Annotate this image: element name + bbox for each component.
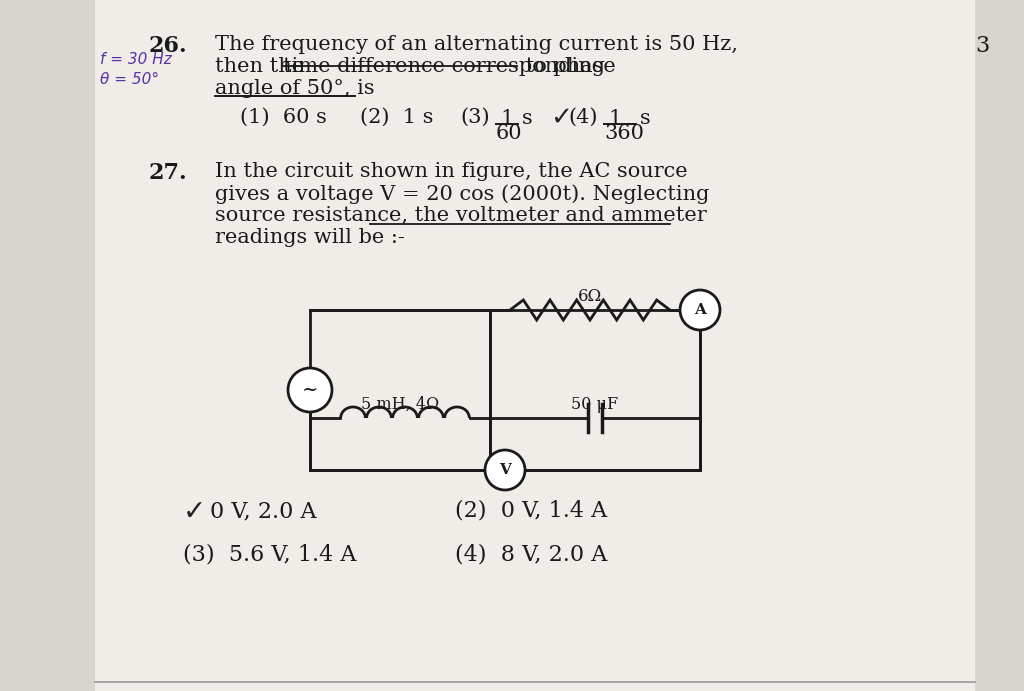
Text: (2)  0 V, 1.4 A: (2) 0 V, 1.4 A [455, 500, 607, 522]
Text: V: V [499, 463, 511, 477]
Text: 360: 360 [604, 124, 644, 143]
Text: 5 mH, 4Ω: 5 mH, 4Ω [360, 396, 439, 413]
Text: 6Ω: 6Ω [578, 288, 602, 305]
Text: (1)  60 s: (1) 60 s [240, 108, 327, 127]
Text: gives a voltage V = 20 cos (2000t). Neglecting: gives a voltage V = 20 cos (2000t). Negl… [215, 184, 710, 204]
Circle shape [288, 368, 332, 412]
Text: θ = 50°: θ = 50° [100, 72, 159, 87]
Text: 1: 1 [608, 109, 622, 128]
Text: s: s [522, 109, 532, 128]
Text: 26.: 26. [148, 35, 186, 57]
Text: readings will be :-: readings will be :- [215, 228, 404, 247]
Text: ✓: ✓ [183, 498, 206, 526]
Bar [95, 0, 975, 691]
Text: ✓: ✓ [550, 105, 572, 131]
Text: (4): (4) [568, 108, 597, 127]
Text: 0 V, 2.0 A: 0 V, 2.0 A [210, 500, 316, 522]
Text: In the circuit shown in figure, the AC source: In the circuit shown in figure, the AC s… [215, 162, 688, 181]
Text: (4)  8 V, 2.0 A: (4) 8 V, 2.0 A [455, 544, 607, 566]
Circle shape [485, 450, 525, 490]
Text: f = 30 Hz: f = 30 Hz [100, 52, 172, 67]
Text: angle of 50°, is: angle of 50°, is [215, 79, 375, 98]
Text: 1: 1 [500, 109, 513, 128]
Text: time difference corresponding: time difference corresponding [283, 57, 605, 76]
Circle shape [680, 290, 720, 330]
Text: 3: 3 [975, 35, 989, 57]
Text: 60: 60 [496, 124, 522, 143]
Text: s: s [640, 109, 650, 128]
Text: 50 μF: 50 μF [571, 396, 618, 413]
Text: (2)  1 s: (2) 1 s [360, 108, 433, 127]
Text: then the: then the [215, 57, 310, 76]
Text: ~: ~ [302, 381, 318, 399]
Text: The frequency of an alternating current is 50 Hz,: The frequency of an alternating current … [215, 35, 738, 54]
Text: (3): (3) [460, 108, 489, 127]
Text: source resistance, the voltmeter and ammeter: source resistance, the voltmeter and amm… [215, 206, 707, 225]
Text: (3)  5.6 V, 1.4 A: (3) 5.6 V, 1.4 A [183, 544, 356, 566]
Text: to phase: to phase [519, 57, 615, 76]
Text: A: A [694, 303, 706, 317]
Text: 27.: 27. [148, 162, 186, 184]
